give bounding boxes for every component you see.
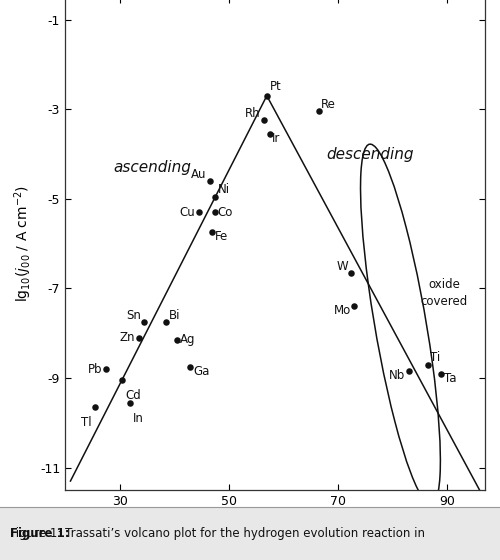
- Point: [260, 116, 268, 125]
- Text: Ta: Ta: [444, 371, 456, 385]
- Point: [91, 403, 99, 412]
- Text: Cd: Cd: [125, 389, 141, 403]
- Point: [424, 360, 432, 369]
- Point: [350, 302, 358, 311]
- Text: In: In: [133, 412, 144, 425]
- Point: [134, 333, 142, 342]
- Text: Ag: Ag: [180, 333, 195, 347]
- Point: [404, 367, 412, 376]
- Text: Ti: Ti: [430, 351, 440, 365]
- Point: [173, 335, 181, 344]
- Point: [314, 107, 322, 116]
- Text: Ir: Ir: [272, 132, 280, 145]
- Text: Nb: Nb: [389, 369, 406, 382]
- Point: [206, 176, 214, 185]
- Point: [211, 192, 219, 201]
- Text: Ga: Ga: [193, 365, 210, 378]
- Text: Ni: Ni: [218, 183, 230, 197]
- Text: Fe: Fe: [215, 230, 228, 244]
- Point: [140, 318, 148, 326]
- Text: descending: descending: [326, 147, 414, 161]
- X-axis label: $E_{M-H}$ / kcal mol$^{-1}$: $E_{M-H}$ / kcal mol$^{-1}$: [213, 514, 337, 534]
- Text: Pt: Pt: [270, 80, 281, 94]
- Text: ascending: ascending: [114, 160, 191, 175]
- Text: Mo: Mo: [334, 304, 351, 318]
- Point: [126, 398, 134, 407]
- Text: Tl: Tl: [81, 416, 92, 430]
- Point: [438, 369, 446, 378]
- Point: [211, 208, 219, 217]
- Text: Cu: Cu: [180, 206, 196, 219]
- Y-axis label: $\mathrm{lg}_{10}(j_{00}$ / A cm$^{-2})$: $\mathrm{lg}_{10}(j_{00}$ / A cm$^{-2})$: [12, 185, 34, 302]
- Text: Rh: Rh: [245, 107, 261, 120]
- Point: [186, 362, 194, 371]
- Point: [118, 376, 126, 385]
- Text: Re: Re: [322, 98, 336, 111]
- Text: oxide
covered: oxide covered: [420, 278, 468, 308]
- Point: [208, 228, 216, 237]
- Text: Bi: Bi: [168, 309, 180, 322]
- Point: [102, 365, 110, 374]
- Text: Figure 1: Trassati’s volcano plot for the hydrogen evolution reaction in: Figure 1: Trassati’s volcano plot for th…: [10, 527, 425, 540]
- Text: Figure 1:: Figure 1:: [10, 527, 70, 540]
- Text: Sn: Sn: [126, 309, 141, 322]
- Text: Au: Au: [191, 167, 206, 181]
- Point: [162, 318, 170, 326]
- Point: [348, 268, 356, 277]
- Point: [194, 208, 202, 217]
- Text: Pb: Pb: [88, 362, 102, 376]
- Point: [263, 91, 271, 100]
- Text: Zn: Zn: [120, 331, 136, 344]
- Text: Co: Co: [218, 206, 233, 219]
- Point: [266, 129, 274, 138]
- Text: W: W: [336, 259, 348, 273]
